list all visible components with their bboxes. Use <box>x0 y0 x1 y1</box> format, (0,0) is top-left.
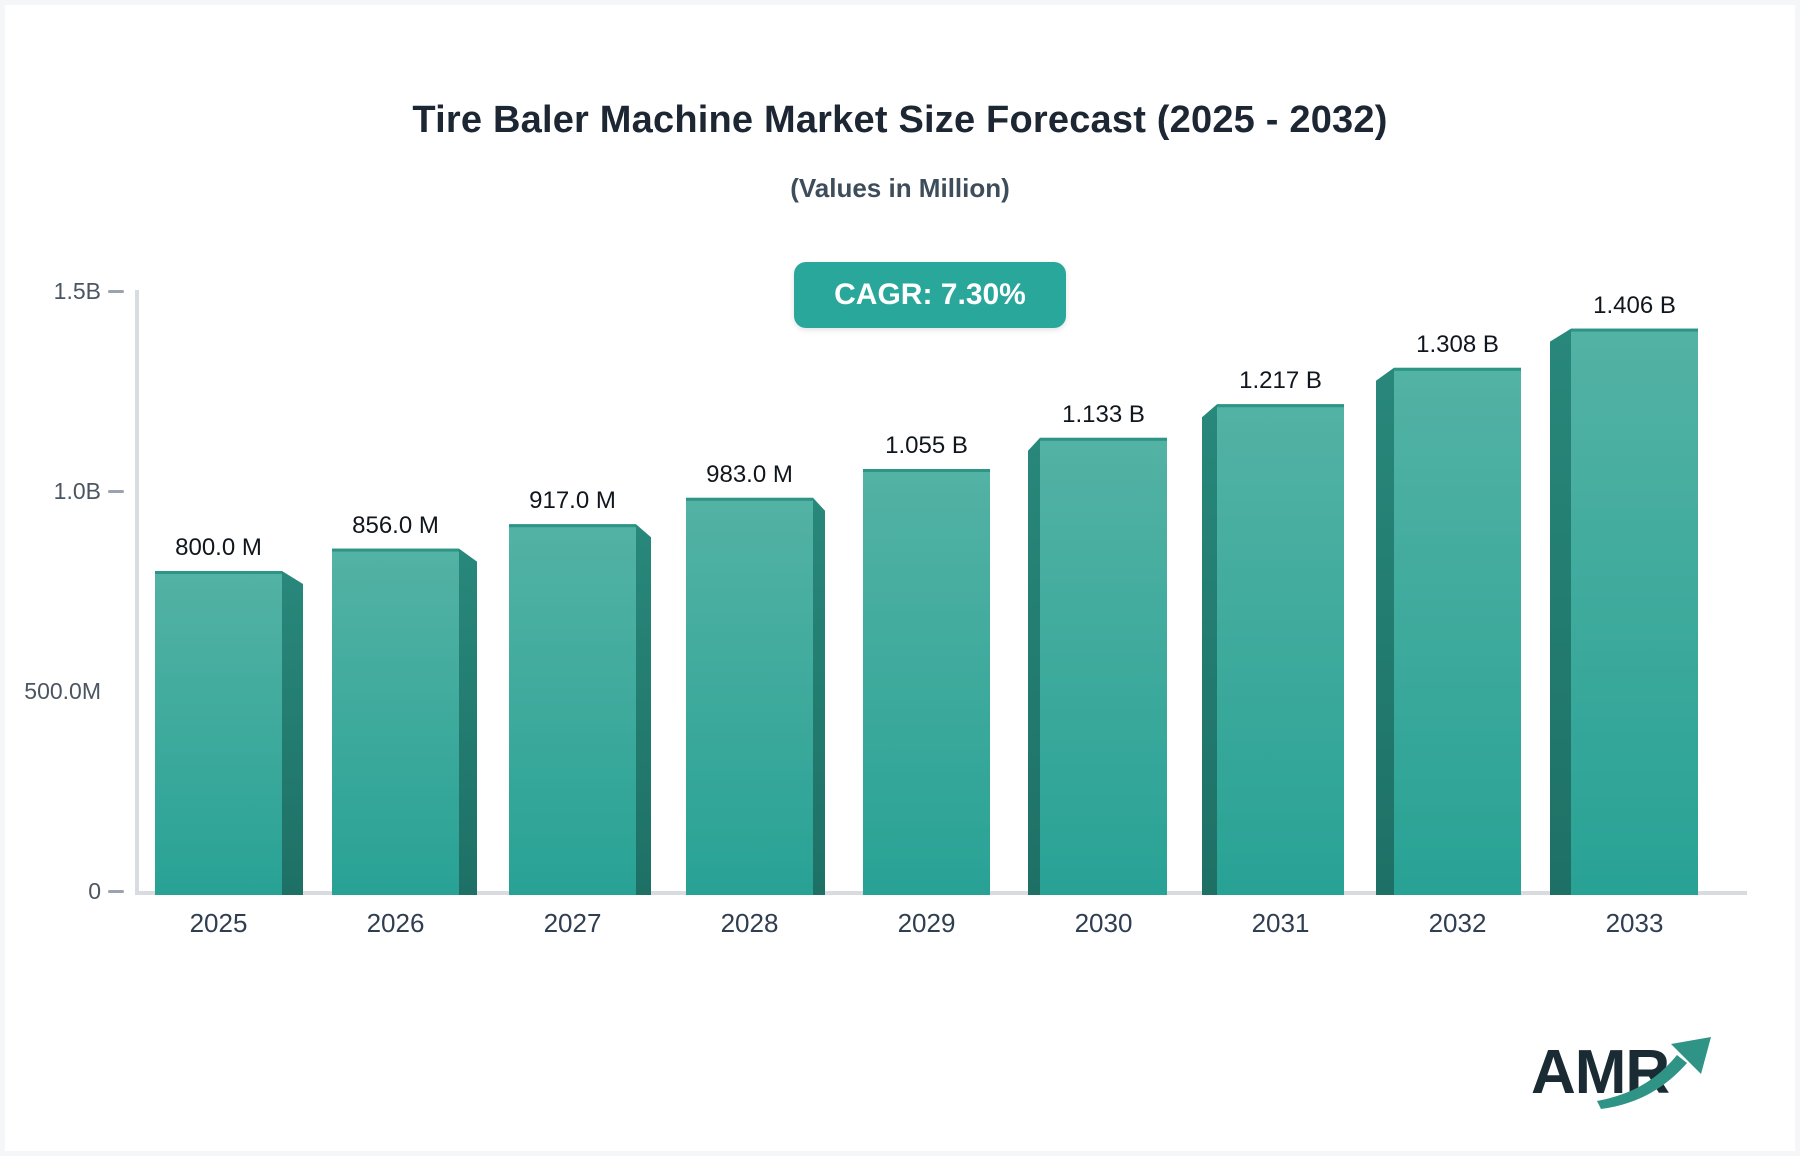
bar-top-edge <box>1217 404 1344 408</box>
bar-chart-canvas <box>135 290 1747 896</box>
bar-value-label: 917.0 M <box>529 487 616 515</box>
bar-top-edge <box>1040 437 1167 441</box>
bar-2028 <box>686 497 813 895</box>
bar-side-left <box>1376 367 1394 895</box>
bar-top-edge <box>332 548 459 552</box>
x-axis-label: 2031 <box>1251 908 1310 938</box>
x-axis-label: 2027 <box>543 908 602 938</box>
bar-2031 <box>1217 404 1344 895</box>
bar-value-label: 1.133 B <box>1062 400 1145 428</box>
bar-value-label: 800.0 M <box>175 534 262 561</box>
bar-2027 <box>509 524 636 895</box>
bar-value-label: 1.308 B <box>1416 330 1499 358</box>
bar-side-left <box>1202 404 1217 895</box>
bar-side-right <box>282 571 303 895</box>
bar-top-edge <box>1571 328 1698 332</box>
y-axis-line <box>135 290 139 895</box>
x-axis-label: 2026 <box>366 908 425 938</box>
y-axis-tick-label: 0 <box>88 878 101 904</box>
amr-logo: AMR <box>1531 1037 1711 1109</box>
bar-side-left <box>1028 437 1040 895</box>
bar-2026 <box>332 548 459 895</box>
y-axis-tick-dash <box>108 489 124 493</box>
bar-2032 <box>1394 367 1521 895</box>
bar-top-edge <box>863 469 990 472</box>
bars <box>155 328 1698 896</box>
x-axis-label: 2025 <box>189 908 248 938</box>
bar-value-label: 983.0 M <box>706 460 793 488</box>
bar-value-label: 1.406 B <box>1593 291 1676 319</box>
cagr-badge: CAGR: 7.30% <box>794 262 1066 328</box>
bar-top-edge <box>1394 367 1521 371</box>
bar-2033 <box>1571 328 1698 896</box>
page-title: Tire Baler Machine Market Size Forecast … <box>412 99 1388 141</box>
bar-top-edge <box>686 497 813 501</box>
bar-side-right <box>813 497 825 895</box>
y-axis-tick-dash <box>108 289 124 293</box>
bar-2025 <box>155 571 282 895</box>
growth-arrow-icon <box>1597 1037 1711 1109</box>
x-axis-label: 2030 <box>1074 908 1133 938</box>
bar-side-right <box>459 548 477 895</box>
y-axis-tick-label: 1.0B <box>53 478 101 504</box>
bar-value-label: 1.055 B <box>885 432 968 459</box>
bar-value-label: 856.0 M <box>352 511 439 539</box>
x-axis-label: 2029 <box>897 908 956 938</box>
y-axis-tick-label: 500.0M <box>24 678 101 704</box>
x-axis-label: 2032 <box>1428 908 1487 938</box>
bar-top-edge <box>509 524 636 528</box>
y-axis-tick-label: 1.5B <box>53 278 101 304</box>
amr-logo-text: AMR <box>1531 1038 1669 1107</box>
bar-top-edge <box>155 571 282 574</box>
y-axis-tick-dash <box>108 889 124 893</box>
page-subtitle: (Values in Million) <box>790 173 1010 203</box>
bar-2029 <box>863 469 990 895</box>
bar-side-right <box>636 524 651 895</box>
bar-2030 <box>1040 437 1167 895</box>
bar-value-label: 1.217 B <box>1239 367 1322 395</box>
bar-side-left <box>1550 328 1571 896</box>
x-axis-label: 2033 <box>1605 908 1664 938</box>
x-axis-label: 2028 <box>720 908 779 938</box>
